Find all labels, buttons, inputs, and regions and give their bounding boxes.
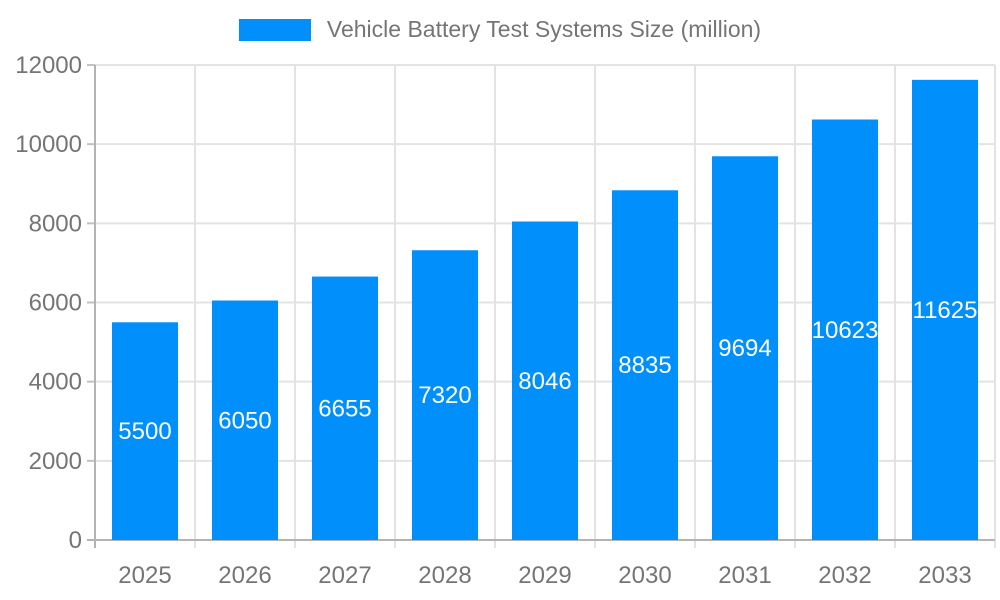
y-axis-tick-label: 10000 <box>15 131 82 158</box>
bar-value-label: 6655 <box>318 395 371 422</box>
x-axis-tick-label: 2025 <box>118 562 171 589</box>
x-axis-tick-label: 2033 <box>918 562 971 589</box>
bar-value-label: 11625 <box>913 297 978 324</box>
x-axis-tick-label: 2026 <box>218 562 271 589</box>
x-axis-tick-label: 2029 <box>518 562 571 589</box>
bar-value-label: 10623 <box>812 317 879 344</box>
y-axis-labels: 0 2000 4000 6000 8000 10000 12000 <box>15 52 82 554</box>
y-axis-tick-label: 12000 <box>15 52 82 79</box>
bar-2028[interactable] <box>412 250 478 540</box>
y-axis-tick-label: 6000 <box>29 290 82 317</box>
y-axis-tick-label: 4000 <box>29 369 82 396</box>
y-axis-tick-label: 8000 <box>29 210 82 237</box>
bar-value-label: 7320 <box>418 382 471 409</box>
bar-value-label: 6050 <box>218 407 271 434</box>
x-axis-labels: 2025 2026 2027 2028 2029 2030 2031 2032 2033 <box>118 562 971 589</box>
bar-2031[interactable] <box>712 156 778 540</box>
x-axis-tick-label: 2031 <box>718 562 771 589</box>
bar-2033[interactable] <box>912 79 978 540</box>
bar-2030[interactable] <box>612 190 678 540</box>
bar-series: 5500 6050 6655 7320 8046 8835 9694 10623 11625 <box>112 79 978 540</box>
bar-2025[interactable] <box>112 322 178 540</box>
bar-value-label: 5500 <box>118 418 171 445</box>
bar-value-label: 8835 <box>618 352 671 379</box>
legend-label: Vehicle Battery Test Systems Size (milli… <box>326 16 762 42</box>
bar-value-label: 9694 <box>718 335 771 362</box>
bar-2026[interactable] <box>212 300 278 540</box>
bar-2029[interactable] <box>512 221 578 540</box>
legend-item[interactable]: Vehicle Battery Test Systems Size (milli… <box>0 16 1000 43</box>
bar-2032[interactable] <box>812 119 878 540</box>
x-axis-tick-label: 2030 <box>618 562 671 589</box>
legend-swatch <box>238 18 311 41</box>
x-axis-tick-label: 2028 <box>418 562 471 589</box>
y-axis-tick-label: 0 <box>69 527 82 554</box>
x-axis-tick-label: 2032 <box>818 562 871 589</box>
bar-2027[interactable] <box>312 276 378 540</box>
y-axis-tick-label: 2000 <box>29 448 82 475</box>
x-axis-tick-label: 2027 <box>318 562 371 589</box>
bar-value-label: 8046 <box>518 368 571 395</box>
